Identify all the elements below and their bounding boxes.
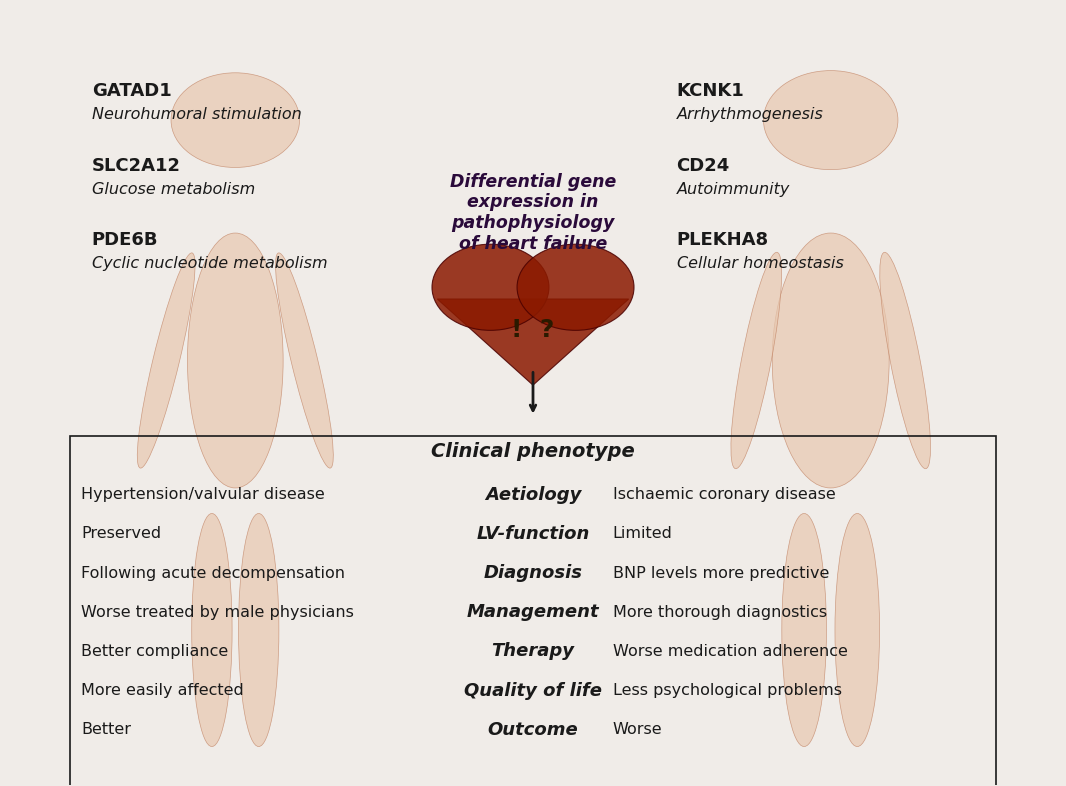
Text: More easily affected: More easily affected <box>81 683 244 698</box>
Text: Clinical phenotype: Clinical phenotype <box>431 443 635 461</box>
Ellipse shape <box>188 233 284 488</box>
Ellipse shape <box>879 252 931 468</box>
Ellipse shape <box>275 253 334 468</box>
Text: BNP levels more predictive: BNP levels more predictive <box>613 566 829 581</box>
Text: CD24: CD24 <box>677 157 730 174</box>
Circle shape <box>763 71 898 170</box>
Text: More thorough diagnostics: More thorough diagnostics <box>613 604 827 620</box>
Text: GATAD1: GATAD1 <box>92 83 172 101</box>
Text: Cyclic nucleotide metabolism: Cyclic nucleotide metabolism <box>92 256 327 271</box>
Circle shape <box>432 244 549 330</box>
Text: !  ?: ! ? <box>512 318 554 343</box>
Text: PDE6B: PDE6B <box>92 231 158 249</box>
Ellipse shape <box>192 513 232 747</box>
Text: Worse medication adherence: Worse medication adherence <box>613 644 847 659</box>
Text: Worse treated by male physicians: Worse treated by male physicians <box>81 604 354 620</box>
Text: Worse: Worse <box>613 722 662 737</box>
Text: Management: Management <box>467 604 599 621</box>
Text: PLEKHA8: PLEKHA8 <box>677 231 769 249</box>
Ellipse shape <box>138 253 195 468</box>
Ellipse shape <box>781 513 826 747</box>
Ellipse shape <box>772 233 889 488</box>
Text: Limited: Limited <box>613 527 673 542</box>
Text: Arrhythmogenesis: Arrhythmogenesis <box>677 108 823 123</box>
Text: Differential gene
expression in
pathophysiology
of heart failure: Differential gene expression in pathophy… <box>450 173 616 253</box>
Circle shape <box>171 73 300 167</box>
Text: Ischaemic coronary disease: Ischaemic coronary disease <box>613 487 836 502</box>
Circle shape <box>517 244 634 330</box>
Text: Aetiology: Aetiology <box>485 486 581 504</box>
Text: Outcome: Outcome <box>487 721 579 739</box>
Text: Better compliance: Better compliance <box>81 644 228 659</box>
Polygon shape <box>437 299 629 385</box>
Text: LV-function: LV-function <box>477 525 589 543</box>
Text: Therapy: Therapy <box>491 642 575 660</box>
Ellipse shape <box>239 513 279 747</box>
Ellipse shape <box>835 513 879 747</box>
Text: Following acute decompensation: Following acute decompensation <box>81 566 345 581</box>
Text: Preserved: Preserved <box>81 527 161 542</box>
Text: SLC2A12: SLC2A12 <box>92 157 181 174</box>
Text: Less psychological problems: Less psychological problems <box>613 683 842 698</box>
Ellipse shape <box>731 252 781 468</box>
Text: KCNK1: KCNK1 <box>677 83 744 101</box>
Text: Hypertension/valvular disease: Hypertension/valvular disease <box>81 487 325 502</box>
Text: Diagnosis: Diagnosis <box>484 564 582 582</box>
Text: Glucose metabolism: Glucose metabolism <box>92 182 255 196</box>
Text: Cellular homeostasis: Cellular homeostasis <box>677 256 843 271</box>
Text: Better: Better <box>81 722 131 737</box>
Text: Quality of life: Quality of life <box>464 681 602 700</box>
Bar <box>70 436 996 786</box>
Text: Autoimmunity: Autoimmunity <box>677 182 790 196</box>
Text: Neurohumoral stimulation: Neurohumoral stimulation <box>92 108 302 123</box>
